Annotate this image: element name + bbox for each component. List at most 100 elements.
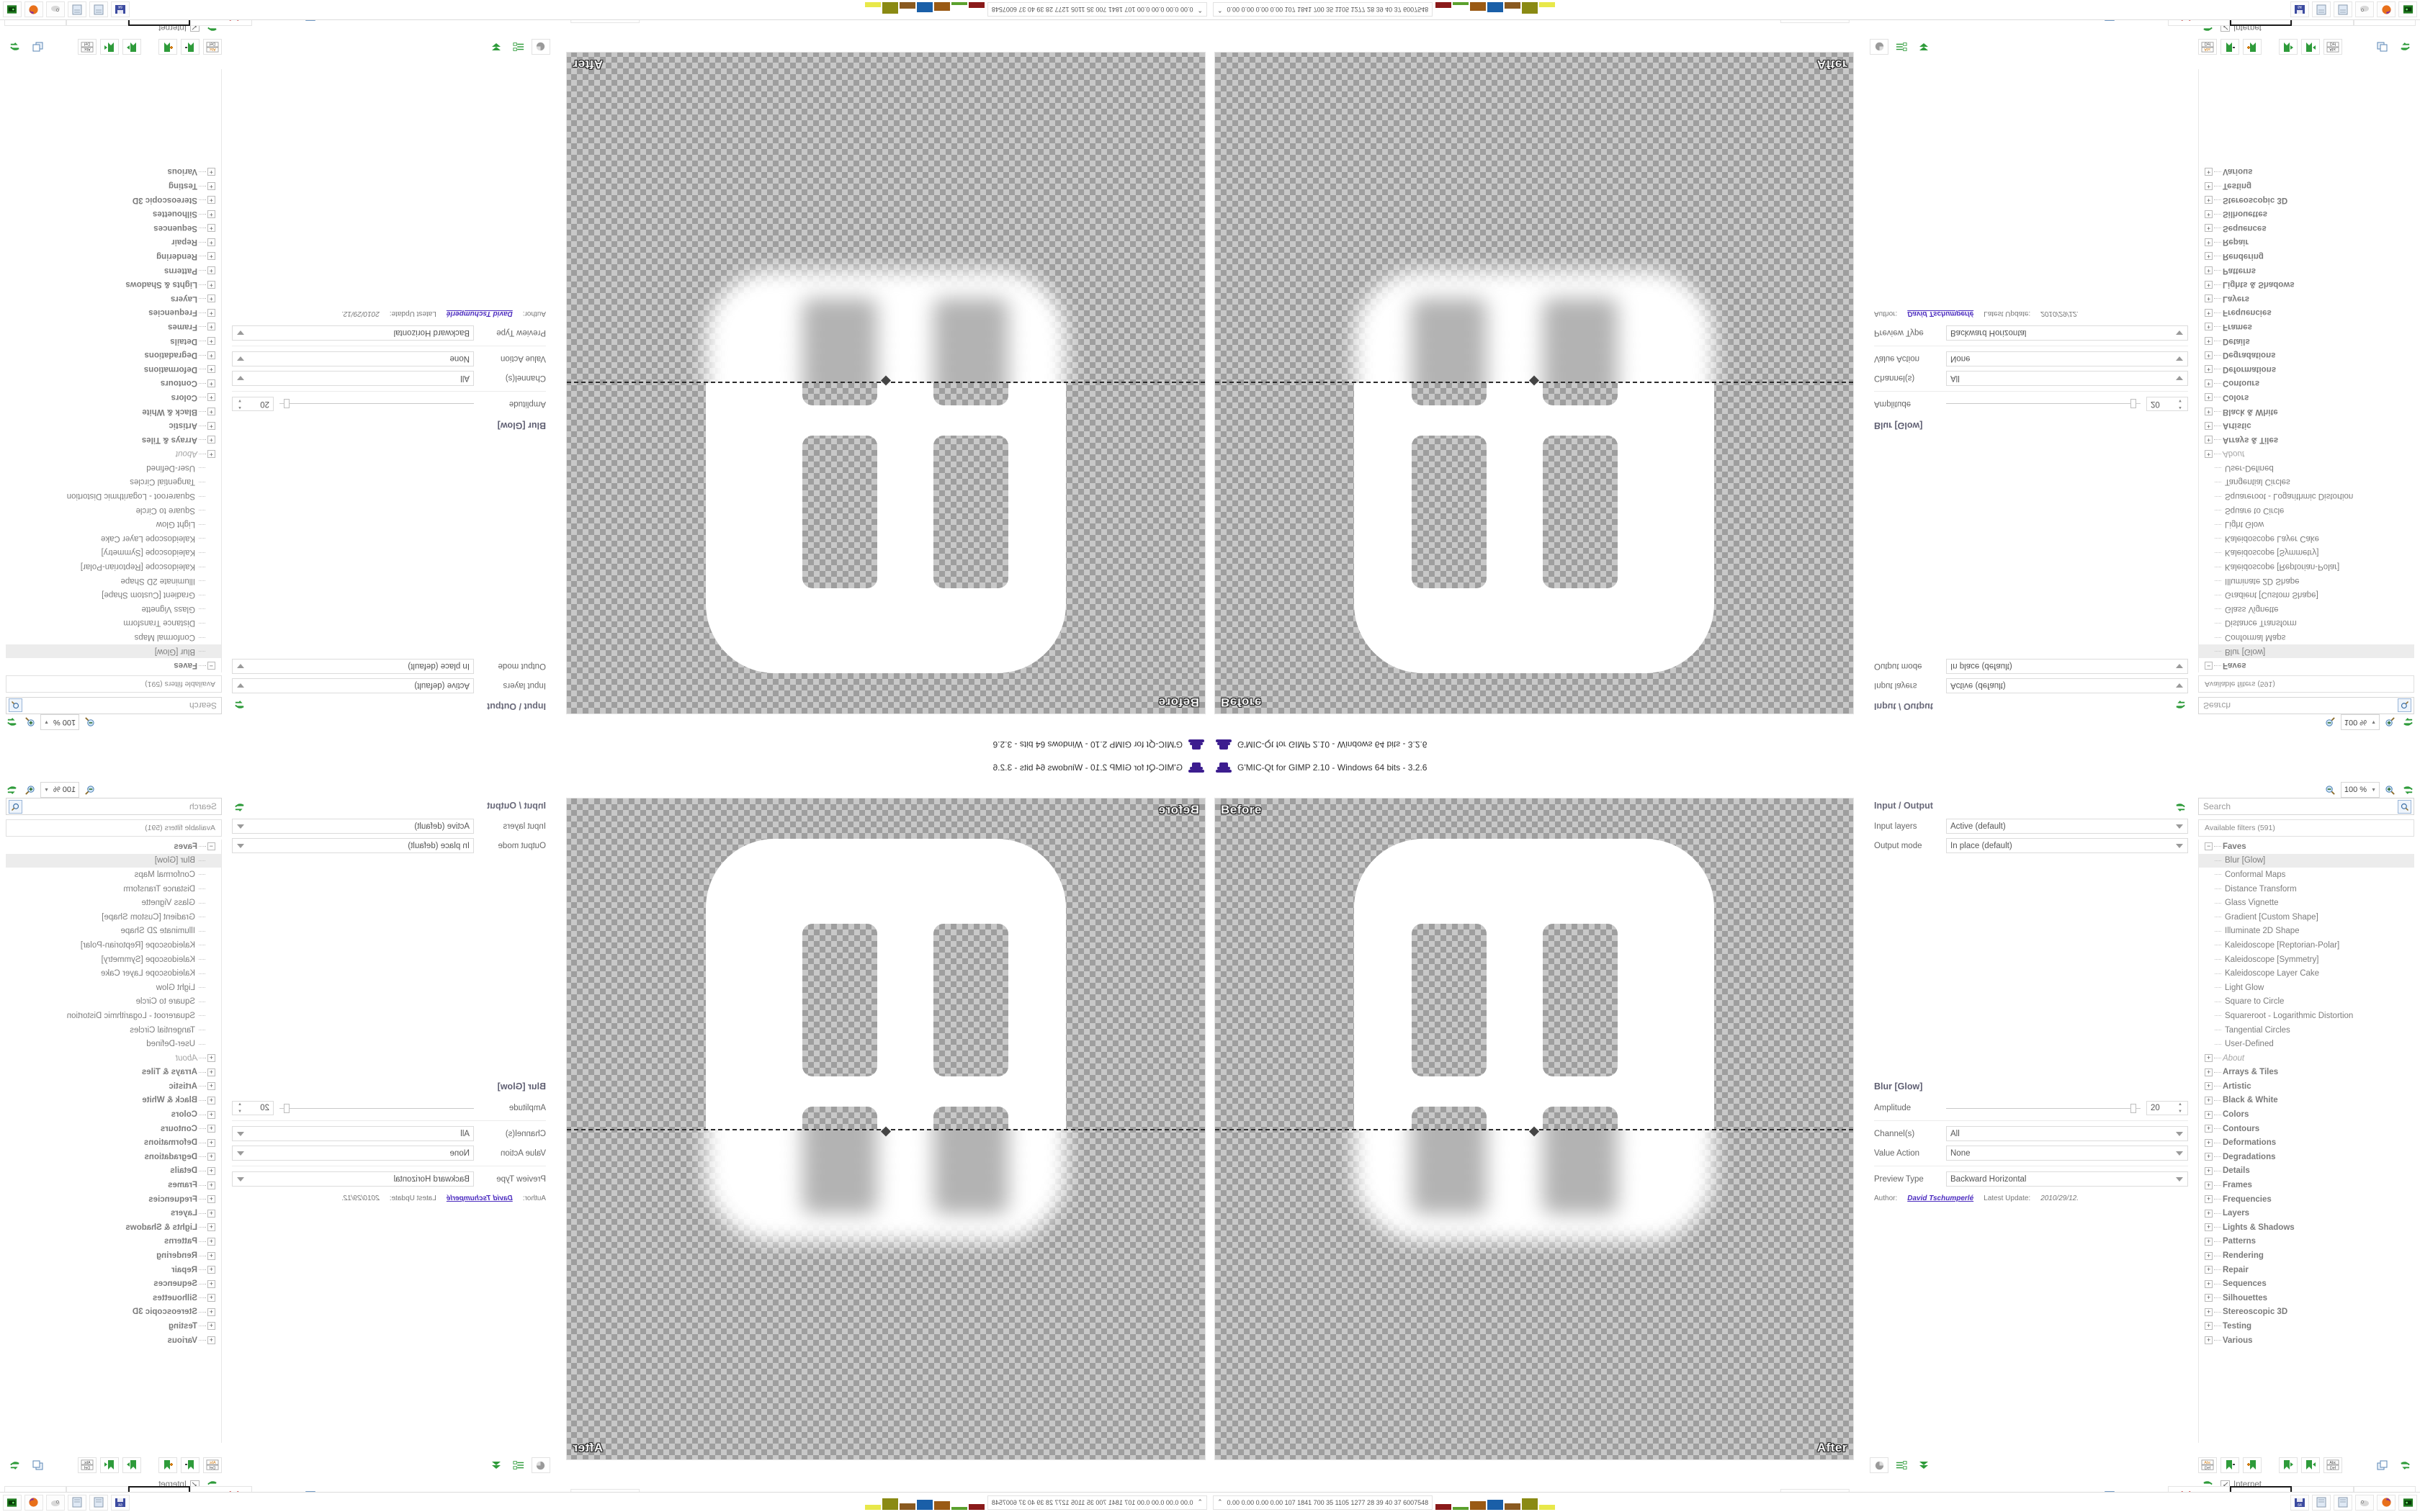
list-settings-icon[interactable] (509, 1457, 528, 1473)
collapse-all-icon[interactable] (487, 39, 506, 55)
tree-item-fave[interactable]: Kaleidoscope [Symmetry] (6, 953, 221, 967)
expand-box-icon[interactable]: + (207, 1096, 215, 1104)
amplitude-row[interactable]: Amplitude 20 ▲ ▼ (1870, 395, 2192, 413)
tree-group-patterns[interactable]: + Patterns (6, 1235, 221, 1249)
expand-box-icon[interactable]: + (2205, 408, 2213, 416)
zoom-in-icon[interactable] (22, 782, 38, 798)
pie-progress-icon[interactable] (1870, 1457, 1888, 1473)
input-layers-row[interactable]: Input layers Active (default) (228, 676, 550, 696)
expand-box-icon[interactable]: + (2205, 1110, 2213, 1119)
zoom-level-field[interactable]: 100 % ▼ (2340, 782, 2380, 798)
taskbar-item-save64[interactable]: 64 (111, 1, 130, 18)
tree-item-fave[interactable]: Squareroot - Logarithmic Distortion (6, 1009, 221, 1023)
tree-group-testing[interactable]: + Testing (2199, 179, 2414, 193)
expand-box-icon[interactable]: + (207, 379, 215, 387)
expand-box-icon[interactable]: + (2205, 436, 2213, 444)
tree-group-layers[interactable]: + Layers (2199, 1206, 2414, 1220)
collapse-all-icon[interactable] (1914, 1457, 1933, 1473)
tree-group-sequences[interactable]: + Sequences (2199, 1277, 2414, 1291)
tree-item-fave[interactable]: Blur [Glow] (6, 644, 221, 659)
taskbar-item-save64[interactable]: 64 (111, 1494, 130, 1511)
taskbar-item-notepad-1[interactable] (89, 1494, 108, 1511)
tree-group-silhouettes[interactable]: + Silhouettes (6, 1291, 221, 1305)
tree-item-fave[interactable]: Tangential Circles (6, 1023, 221, 1038)
tree-group-frequencies[interactable]: + Frequencies (6, 306, 221, 320)
expand-box-icon[interactable]: + (2205, 280, 2213, 289)
expand-box-icon[interactable]: + (2205, 181, 2213, 190)
expand-box-icon[interactable]: + (2205, 252, 2213, 261)
pie-progress-icon[interactable] (1870, 39, 1888, 55)
expand-box-icon[interactable]: + (207, 1209, 215, 1218)
tree-item-fave[interactable]: Illuminate 2D Shape (6, 924, 221, 939)
tree-item-fave[interactable]: Gradient [Custom Shape] (6, 588, 221, 602)
expand-box-icon[interactable]: + (2205, 1322, 2213, 1331)
tree-group-frames[interactable]: + Frames (6, 1178, 221, 1192)
expand-box-icon[interactable]: + (2205, 1054, 2213, 1063)
tree-group-artistic[interactable]: + Artistic (2199, 1079, 2414, 1094)
channels-row[interactable]: Channel(s) All (1870, 369, 2192, 388)
zoom-out-icon[interactable] (81, 714, 97, 730)
tree-group-arrays-tiles[interactable]: + Arrays & Tiles (6, 433, 221, 447)
tree-group-rendering[interactable]: + Rendering (6, 249, 221, 264)
tree-item-fave[interactable]: Gradient [Custom Shape] (2199, 588, 2414, 602)
expand-box-icon[interactable]: + (2205, 224, 2213, 233)
tree-group-repair[interactable]: + Repair (6, 235, 221, 250)
expand-box-icon[interactable]: + (207, 294, 215, 303)
amplitude-row[interactable]: Amplitude 20 ▲ ▼ (1870, 1099, 2192, 1117)
preview-canvas[interactable]: Before After (1214, 52, 1854, 714)
zoom-out-icon[interactable] (2323, 782, 2339, 798)
expand-box-icon[interactable]: + (207, 1082, 215, 1091)
author-link[interactable]: David Tschumperlé (446, 1194, 513, 1202)
list-settings-icon[interactable] (509, 39, 528, 55)
taskbar-item-firefox[interactable] (24, 1494, 43, 1511)
value-action-row[interactable]: Value Action None (228, 1143, 550, 1163)
output-mode-select[interactable]: In place (default) (1946, 838, 2188, 853)
expand-box-icon[interactable]: + (207, 224, 215, 233)
spinner-arrows-icon[interactable]: ▲ ▼ (2178, 398, 2182, 410)
taskbar-item-gimp-wilber[interactable] (46, 1494, 65, 1511)
expand-box-icon[interactable]: + (2205, 1181, 2213, 1189)
tree-item-fave[interactable]: Glass Vignette (2199, 602, 2414, 616)
tree-group-about[interactable]: + About (6, 447, 221, 462)
expand-box-icon[interactable]: + (207, 351, 215, 359)
zoom-level-field[interactable]: 100 % ▼ (40, 714, 80, 730)
tree-group-faves[interactable]: − Faves (2199, 658, 2414, 672)
abc-def-icon[interactable]: Abc Def (2198, 1457, 2217, 1473)
expand-box-icon[interactable]: + (207, 421, 215, 430)
value-action-select[interactable]: None (232, 351, 474, 366)
tree-group-frequencies[interactable]: + Frequencies (2199, 1192, 2414, 1207)
expand-box-icon[interactable]: + (207, 408, 215, 416)
bookmark-remove-icon[interactable] (100, 39, 119, 55)
tree-item-fave[interactable]: User-Defined (6, 461, 221, 475)
taskbar-item-notepad-2[interactable] (2334, 1494, 2352, 1511)
filter-tree[interactable]: − Faves Blur [Glow] Conformal Maps Distanc… (2198, 840, 2414, 1443)
tree-group-artistic[interactable]: + Artistic (2199, 418, 2414, 433)
bookmark-add-icon[interactable] (2243, 1457, 2262, 1473)
amplitude-spinbox[interactable]: 20 ▲ ▼ (2146, 397, 2188, 411)
tree-item-fave[interactable]: Kaleidoscope [Symmetry] (2199, 953, 2414, 967)
expand-box-icon[interactable]: + (207, 167, 215, 176)
zoom-out-icon[interactable] (2323, 714, 2339, 730)
abc-def-icon[interactable]: Abc Def (203, 39, 222, 55)
taskbar-item-terminal[interactable] (2398, 1, 2417, 18)
expand-box-icon[interactable]: + (207, 252, 215, 261)
tree-group-deformations[interactable]: + Deformations (6, 362, 221, 377)
tree-item-fave[interactable]: Kaleidoscope Layer Cake (2199, 531, 2414, 546)
expand-box-icon[interactable]: + (2205, 351, 2213, 359)
output-mode-row[interactable]: Output mode In place (default) (228, 836, 550, 855)
expand-box-icon[interactable]: + (2205, 1279, 2213, 1288)
bookmark-right-icon[interactable] (2279, 1457, 2298, 1473)
expand-box-icon[interactable]: + (207, 1181, 215, 1189)
tree-item-fave[interactable]: Blur [Glow] (2199, 853, 2414, 868)
channels-select[interactable]: All (1946, 371, 2188, 386)
reset-zoom-icon[interactable] (2400, 782, 2416, 798)
tree-group-testing[interactable]: + Testing (6, 179, 221, 193)
expand-box-icon[interactable]: + (207, 1294, 215, 1302)
preview-canvas[interactable]: Before After (566, 52, 1206, 714)
tree-group-degradations[interactable]: + Degradations (2199, 1150, 2414, 1164)
taskbar-item-terminal[interactable] (3, 1494, 22, 1511)
tree-group-sequences[interactable]: + Sequences (6, 221, 221, 235)
expand-box-icon[interactable]: + (2205, 1125, 2213, 1133)
output-mode-select[interactable]: In place (default) (1946, 659, 2188, 674)
bookmark-remove-icon[interactable] (2301, 1457, 2320, 1473)
